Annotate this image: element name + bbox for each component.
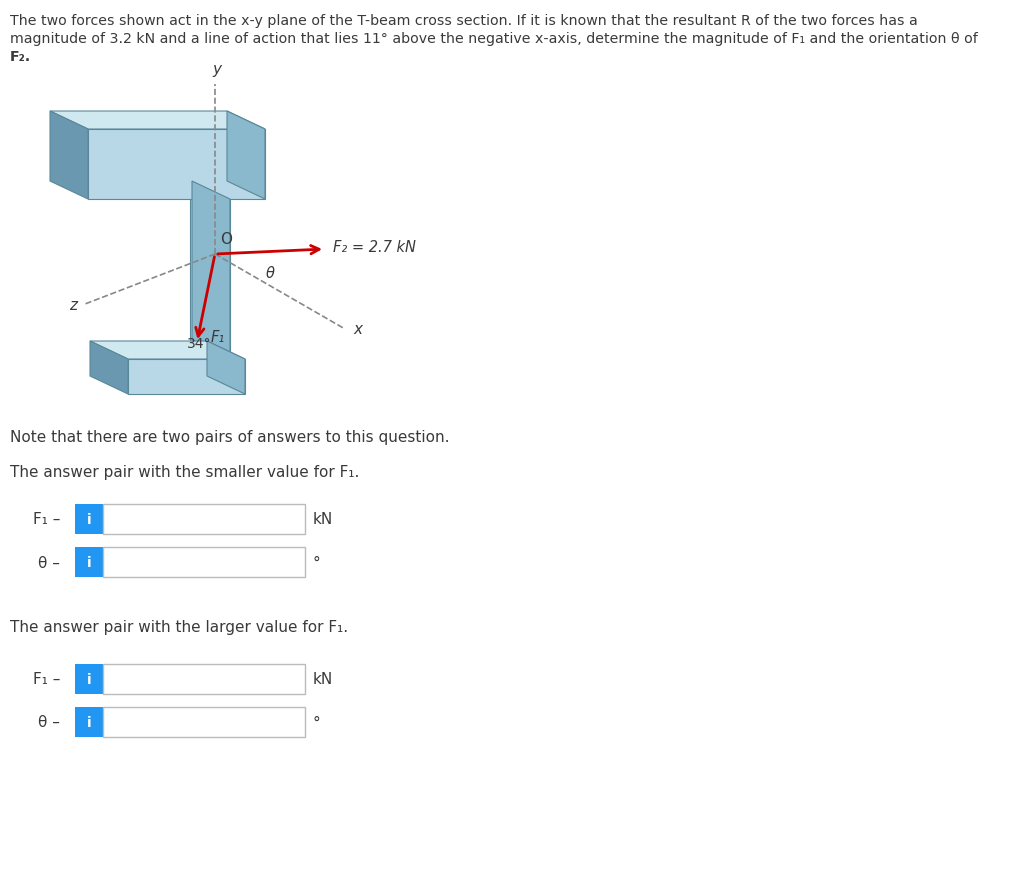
Text: The answer pair with the smaller value for F₁.: The answer pair with the smaller value f…	[10, 465, 359, 479]
Text: F₂ = 2.7 kN: F₂ = 2.7 kN	[333, 240, 416, 255]
Polygon shape	[50, 112, 88, 199]
Text: θ –: θ –	[38, 555, 60, 569]
Text: Note that there are two pairs of answers to this question.: Note that there are two pairs of answers…	[10, 429, 450, 444]
Bar	[103, 504, 305, 535]
Text: y: y	[213, 62, 221, 77]
Text: z: z	[69, 297, 77, 312]
Bar	[103, 547, 305, 578]
Polygon shape	[227, 112, 265, 199]
Text: F₂.: F₂.	[10, 50, 32, 64]
Text: °: °	[313, 555, 321, 569]
Polygon shape	[88, 130, 265, 199]
Polygon shape	[207, 342, 245, 394]
Bar	[75, 664, 103, 695]
Text: i: i	[87, 512, 91, 527]
Polygon shape	[50, 112, 265, 130]
Text: θ –: θ –	[38, 714, 60, 730]
Text: magnitude of 3.2 kN and a line of action that lies 11° above the negative x-axis: magnitude of 3.2 kN and a line of action…	[10, 32, 978, 46]
Text: F₁ –: F₁ –	[33, 512, 60, 527]
Text: °: °	[313, 714, 321, 730]
Text: O: O	[220, 232, 232, 247]
Text: i: i	[87, 672, 91, 687]
Polygon shape	[90, 342, 128, 394]
Text: kN: kN	[313, 512, 333, 527]
Bar	[75, 504, 103, 535]
Polygon shape	[190, 199, 230, 359]
Polygon shape	[128, 359, 245, 394]
Bar	[75, 547, 103, 578]
Text: θ: θ	[265, 266, 274, 280]
Bar	[75, 707, 103, 738]
Text: i: i	[87, 555, 91, 569]
Polygon shape	[90, 342, 245, 359]
Text: F₁: F₁	[211, 330, 225, 345]
Text: kN: kN	[313, 671, 333, 687]
Text: x: x	[353, 322, 362, 337]
Text: 34°: 34°	[187, 337, 212, 350]
Polygon shape	[193, 181, 230, 359]
Text: F₁ –: F₁ –	[33, 671, 60, 687]
Bar	[103, 664, 305, 695]
Text: The answer pair with the larger value for F₁.: The answer pair with the larger value fo…	[10, 620, 348, 634]
Text: The two forces shown act in the x-y plane of the T-beam cross section. If it is : The two forces shown act in the x-y plan…	[10, 14, 918, 28]
Bar	[103, 707, 305, 738]
Text: i: i	[87, 715, 91, 730]
